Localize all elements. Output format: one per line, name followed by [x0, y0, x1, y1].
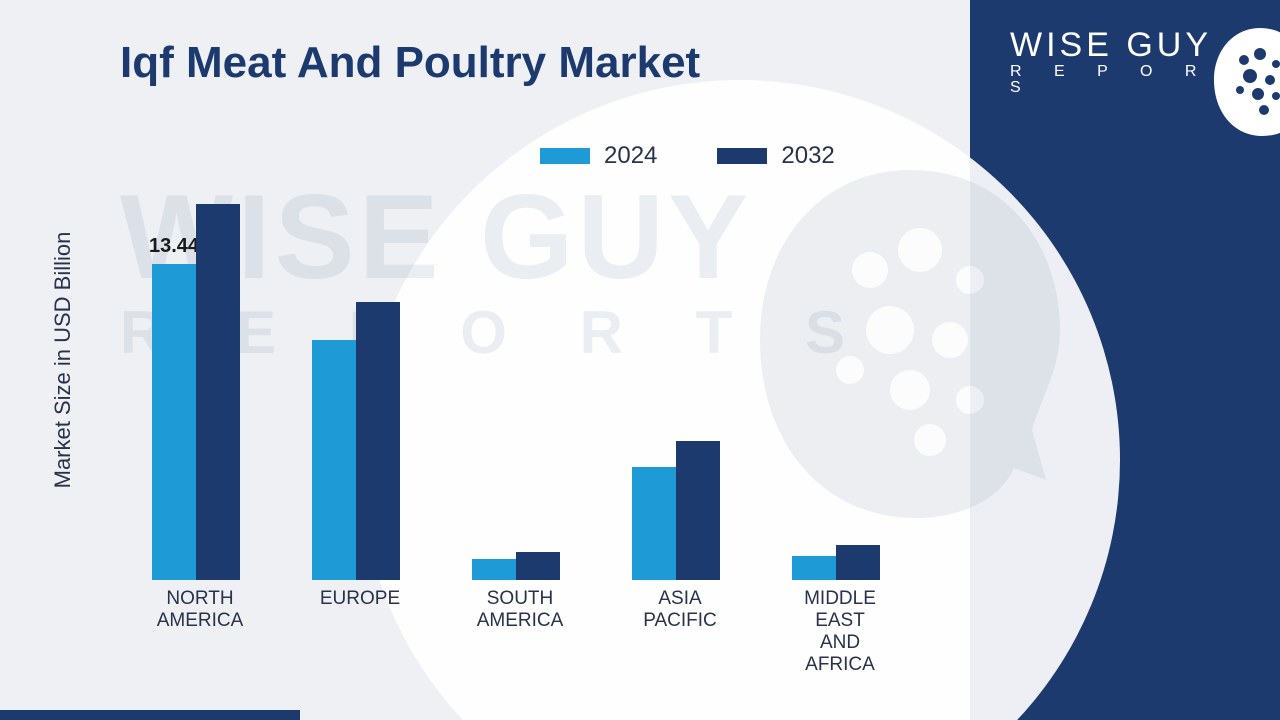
chart-title: Iqf Meat And Poultry Market — [120, 38, 700, 88]
x-axis-label: EUROPE — [280, 580, 440, 610]
brand-line1: WISE GUY — [1010, 28, 1280, 62]
bar — [472, 559, 516, 580]
bar — [632, 467, 676, 580]
bar — [836, 545, 880, 580]
bar — [152, 264, 196, 580]
bar — [196, 204, 240, 580]
page: WISE GUY R E P O R T S Iqf Meat And Poul… — [0, 0, 1280, 720]
bar-value-label: 13.44 — [149, 235, 199, 258]
y-axis-label: Market Size in USD Billion — [50, 232, 76, 489]
legend-label-2024: 2024 — [604, 142, 657, 170]
legend-swatch-2032 — [717, 148, 767, 164]
x-axis-label: ASIA PACIFIC — [600, 580, 760, 632]
bar — [356, 302, 400, 580]
bar — [516, 552, 560, 580]
brand-logo: WISE GUY R E P O R T S — [1010, 28, 1280, 96]
brand-line2: R E P O R T S — [1010, 64, 1280, 96]
legend-item-2024: 2024 — [540, 142, 657, 170]
chart: Market Size in USD Billion 2024 2032 13.… — [60, 160, 980, 690]
x-axis-label: NORTH AMERICA — [120, 580, 280, 632]
legend-swatch-2024 — [540, 148, 590, 164]
bar — [676, 441, 720, 580]
footer-strip — [0, 710, 300, 720]
x-axis-label: MIDDLE EAST AND AFRICA — [760, 580, 920, 675]
legend-label-2032: 2032 — [781, 142, 834, 170]
plot-area: 13.44NORTH AMERICAEUROPESOUTH AMERICAASI… — [120, 180, 980, 580]
bar — [312, 340, 356, 580]
legend: 2024 2032 — [540, 142, 835, 170]
x-axis-label: SOUTH AMERICA — [440, 580, 600, 632]
bar — [792, 556, 836, 580]
legend-item-2032: 2032 — [717, 142, 834, 170]
